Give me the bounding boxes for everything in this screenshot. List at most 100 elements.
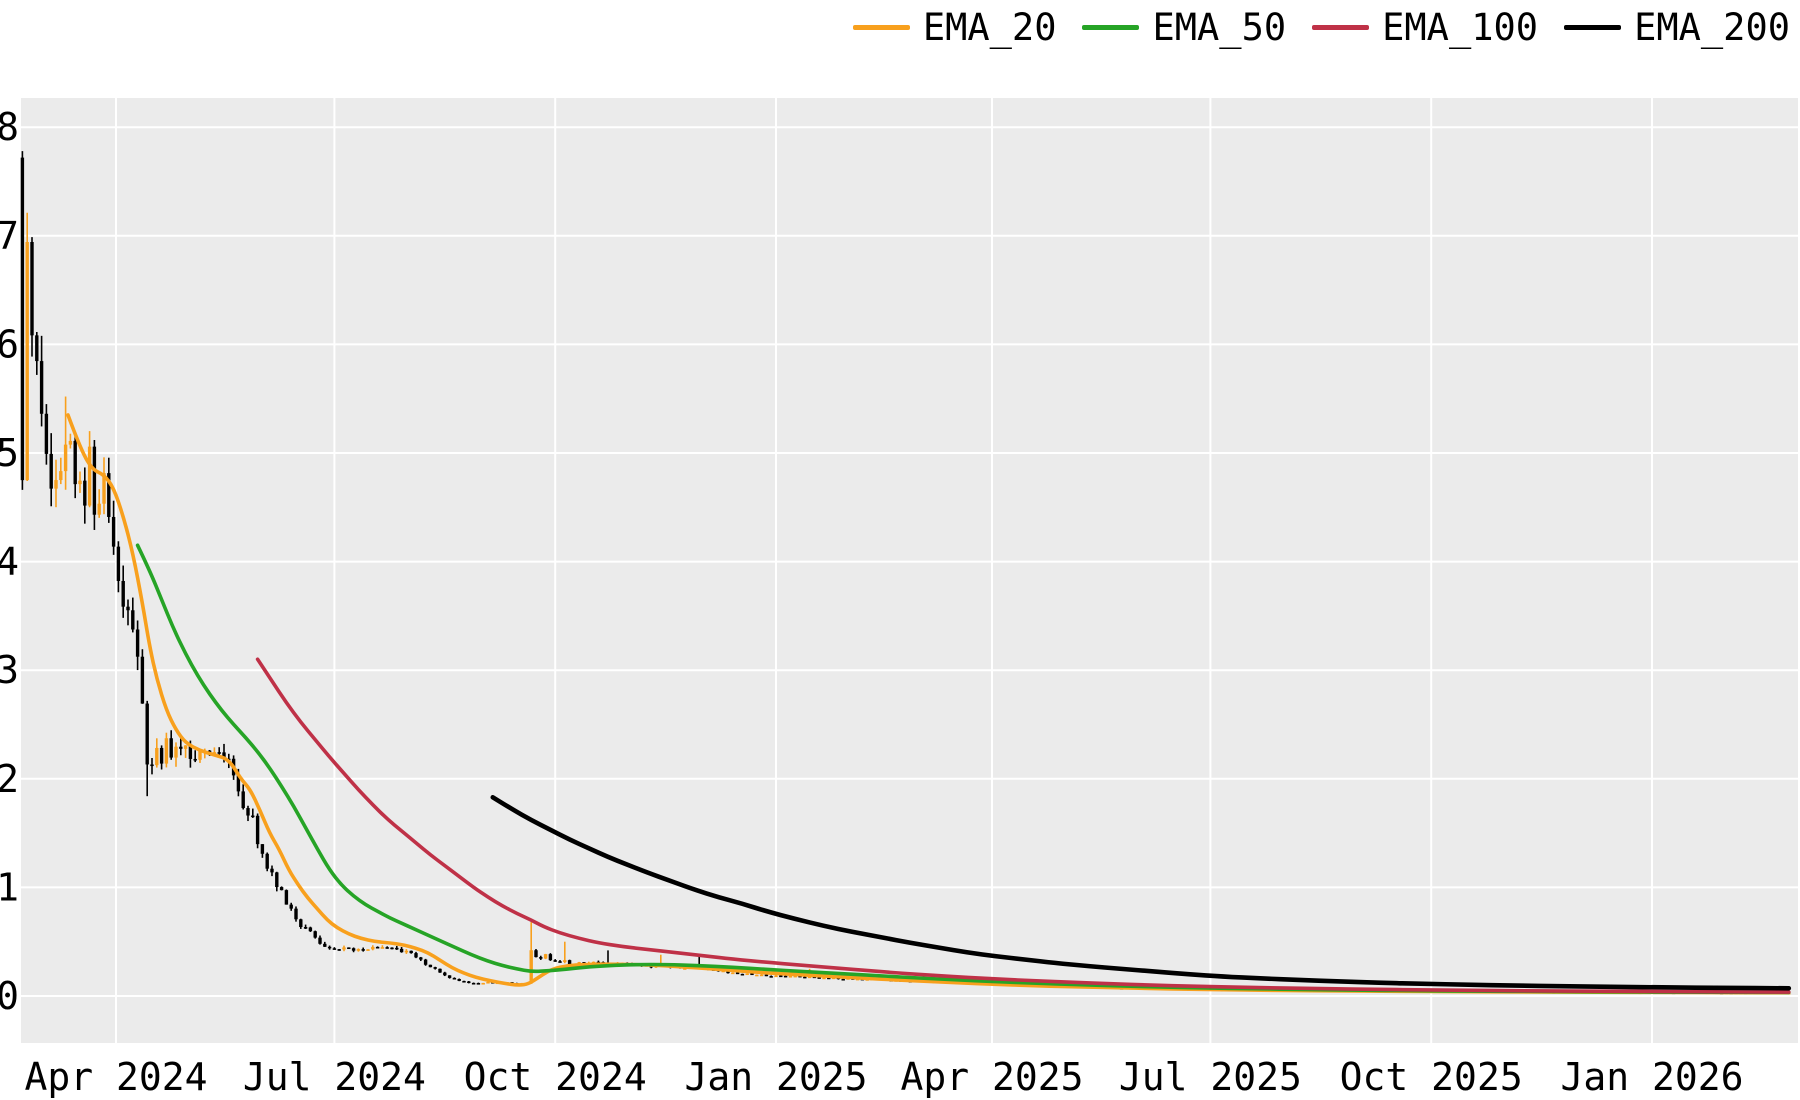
candle-body — [241, 791, 245, 809]
legend-item-ema-200: EMA_200 — [1564, 6, 1790, 49]
gridlines — [21, 98, 1798, 1043]
x-tick-label: Jul 2024 — [243, 1055, 426, 1099]
candle-body — [275, 872, 279, 888]
candle-body — [457, 978, 461, 981]
candle-body — [265, 853, 269, 869]
candle-body — [822, 977, 826, 980]
candle-body — [116, 546, 121, 581]
y-tick-label: 3 — [0, 648, 19, 692]
ema-line-ema-100 — [255, 657, 1791, 994]
legend-swatch-ema-200-icon — [1564, 25, 1622, 30]
candle-body — [102, 473, 106, 504]
candle-body — [174, 746, 178, 758]
candle-body — [217, 752, 221, 754]
candle-body — [366, 949, 370, 951]
candle-body — [207, 750, 212, 753]
candle-body — [683, 968, 687, 970]
legend-label-ema-20: EMA_20 — [922, 6, 1057, 49]
candle-body — [294, 908, 298, 920]
candle-body — [198, 750, 202, 760]
candle-body — [236, 775, 241, 792]
candle-body — [327, 946, 332, 949]
plot-area — [21, 98, 1798, 1043]
candle-body — [313, 931, 317, 938]
x-tick-label: Apr 2024 — [24, 1055, 207, 1099]
candle-body — [390, 947, 394, 950]
candle-body — [289, 904, 293, 909]
candle-body — [212, 752, 217, 754]
candle-body — [299, 919, 303, 928]
candle-body — [769, 976, 773, 978]
y-tick-label: 5 — [0, 431, 19, 475]
candle-body — [63, 444, 68, 472]
candle-body — [284, 890, 289, 905]
legend-label-ema-50: EMA_50 — [1152, 6, 1287, 49]
candle-body — [59, 471, 63, 481]
candle-body — [409, 950, 413, 954]
candle-body — [423, 959, 428, 965]
candle-body — [548, 954, 553, 961]
candle-body — [798, 975, 802, 978]
candle-body — [428, 964, 433, 968]
candle-body — [563, 960, 567, 963]
candle-body — [44, 413, 49, 454]
candle-body — [793, 975, 797, 978]
candle-body — [452, 977, 457, 980]
candle-body — [467, 981, 471, 984]
candle-body — [20, 157, 25, 481]
candle-body — [567, 960, 572, 965]
candle-body — [471, 982, 476, 985]
candle-body — [812, 976, 817, 979]
candle-body — [92, 446, 97, 515]
candle-body — [347, 947, 351, 950]
candle-body — [164, 738, 169, 764]
candle-body — [731, 972, 735, 975]
candle-body — [817, 977, 821, 979]
candle-body — [323, 943, 327, 947]
candle-body — [404, 950, 409, 953]
candle-body — [179, 746, 183, 749]
x-tick-label: Jan 2026 — [1560, 1055, 1743, 1099]
candle-body — [558, 961, 562, 963]
candle-body — [87, 446, 92, 506]
legend-label-ema-200: EMA_200 — [1634, 6, 1790, 49]
candle-body — [150, 764, 154, 767]
candle-body — [788, 975, 793, 978]
candle-body — [251, 815, 255, 818]
candle-body — [476, 983, 481, 985]
candle-body — [529, 950, 533, 984]
candle-body — [318, 937, 322, 944]
legend-item-ema-20: EMA_20 — [852, 6, 1057, 49]
candle-body — [303, 927, 308, 929]
candle-body — [131, 610, 135, 630]
candle-body — [543, 954, 548, 959]
candle-body — [539, 957, 543, 959]
candle-body — [279, 887, 284, 891]
candle-body — [395, 947, 399, 950]
legend-item-ema-100: EMA_100 — [1312, 6, 1538, 49]
candle-body — [121, 580, 125, 607]
candle-body — [68, 440, 73, 445]
x-axis-labels: Apr 2024 Jul 2024 Oct 2024 Jan 2025 Apr 2025… — [24, 1055, 1743, 1099]
candle-body — [831, 977, 836, 980]
ema-line-ema-200 — [490, 795, 1792, 991]
candle-body — [337, 949, 341, 951]
candle-body — [183, 745, 188, 749]
y-tick-label: 8 — [0, 105, 19, 149]
candle-body — [270, 868, 274, 873]
x-tick-label: Oct 2024 — [464, 1055, 647, 1099]
candle-body — [159, 747, 164, 764]
candle-body — [255, 815, 260, 845]
candle-body — [356, 949, 361, 951]
candle-body — [841, 978, 845, 981]
candle-body — [30, 241, 34, 336]
candle-body — [135, 629, 140, 657]
x-tick-label: Oct 2025 — [1340, 1055, 1523, 1099]
candle-body — [342, 947, 346, 950]
candle-body — [486, 981, 490, 984]
ema-line-ema-20 — [66, 413, 1791, 995]
candle-body — [193, 758, 197, 761]
candle-body — [755, 974, 759, 977]
legend-swatch-ema-50-icon — [1082, 25, 1140, 30]
